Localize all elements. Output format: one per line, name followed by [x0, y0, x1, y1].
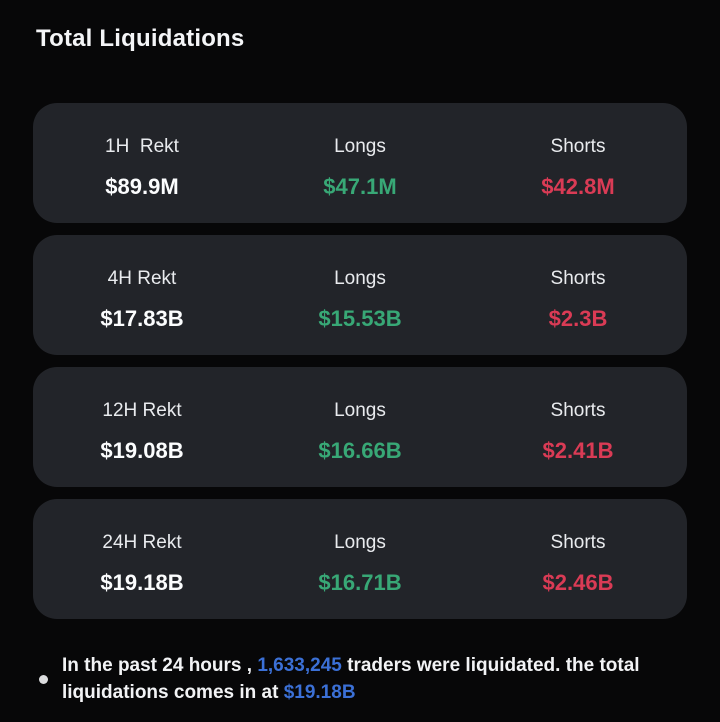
summary-text-part3: liquidations comes in at	[62, 682, 284, 703]
shorts-label: Shorts	[550, 400, 606, 421]
rekt-period-label: 1H Rekt	[105, 136, 179, 157]
shorts-column: Shorts $2.3B	[469, 267, 687, 333]
rekt-column: 1H Rekt $89.9M	[33, 135, 251, 201]
longs-label: Longs	[334, 136, 386, 157]
shorts-column: Shorts $2.41B	[469, 399, 687, 465]
shorts-value: $2.46B	[542, 570, 614, 595]
longs-value: $16.66B	[318, 438, 402, 463]
longs-label: Longs	[334, 400, 386, 421]
total-liquidations-value: $19.18B	[283, 682, 356, 703]
summary-text-part1: In the past 24 hours ,	[62, 655, 258, 676]
longs-column: Longs $16.66B	[251, 399, 469, 465]
longs-value: $16.71B	[318, 570, 402, 595]
rekt-total-value: $19.08B	[100, 438, 184, 463]
rekt-period-label: 4H Rekt	[107, 268, 177, 289]
shorts-value: $42.8M	[541, 174, 615, 199]
rekt-column: 12H Rekt $19.08B	[33, 399, 251, 465]
page-title: Total Liquidations	[36, 25, 245, 52]
rekt-total-value: $19.18B	[100, 570, 184, 595]
longs-label: Longs	[334, 532, 386, 553]
shorts-value: $2.3B	[548, 306, 608, 331]
longs-label: Longs	[334, 268, 386, 289]
bullet-dot-icon	[39, 674, 48, 684]
liquidation-cards-list: 1H Rekt $89.9M Longs $47.1M Shorts $42.8…	[33, 103, 687, 619]
rekt-column: 24H Rekt $19.18B	[33, 531, 251, 597]
liquidation-card-1h: 1H Rekt $89.9M Longs $47.1M Shorts $42.8…	[33, 103, 687, 223]
shorts-value: $2.41B	[542, 438, 614, 463]
liquidation-card-12h: 12H Rekt $19.08B Longs $16.66B Shorts $2…	[33, 367, 687, 487]
shorts-label: Shorts	[550, 268, 606, 289]
longs-column: Longs $15.53B	[251, 267, 469, 333]
summary-text: In the past 24 hours , 1,633,245 traders…	[62, 652, 640, 706]
longs-column: Longs $16.71B	[251, 531, 469, 597]
shorts-label: Shorts	[550, 136, 606, 157]
shorts-column: Shorts $42.8M	[469, 135, 687, 201]
rekt-total-value: $17.83B	[100, 306, 184, 331]
longs-value: $47.1M	[323, 174, 397, 199]
liquidation-card-4h: 4H Rekt $17.83B Longs $15.53B Shorts $2.…	[33, 235, 687, 355]
longs-column: Longs $47.1M	[251, 135, 469, 201]
shorts-column: Shorts $2.46B	[469, 531, 687, 597]
summary-note: In the past 24 hours , 1,633,245 traders…	[39, 652, 696, 706]
longs-value: $15.53B	[318, 306, 402, 331]
rekt-column: 4H Rekt $17.83B	[33, 267, 251, 333]
rekt-total-value: $89.9M	[105, 174, 179, 199]
traders-count-value: 1,633,245	[257, 655, 342, 676]
rekt-period-label: 12H Rekt	[102, 400, 182, 421]
shorts-label: Shorts	[550, 532, 606, 553]
liquidation-card-24h: 24H Rekt $19.18B Longs $16.71B Shorts $2…	[33, 499, 687, 619]
summary-text-part2: traders were liquidated. the total	[341, 655, 640, 676]
rekt-period-label: 24H Rekt	[102, 532, 182, 553]
